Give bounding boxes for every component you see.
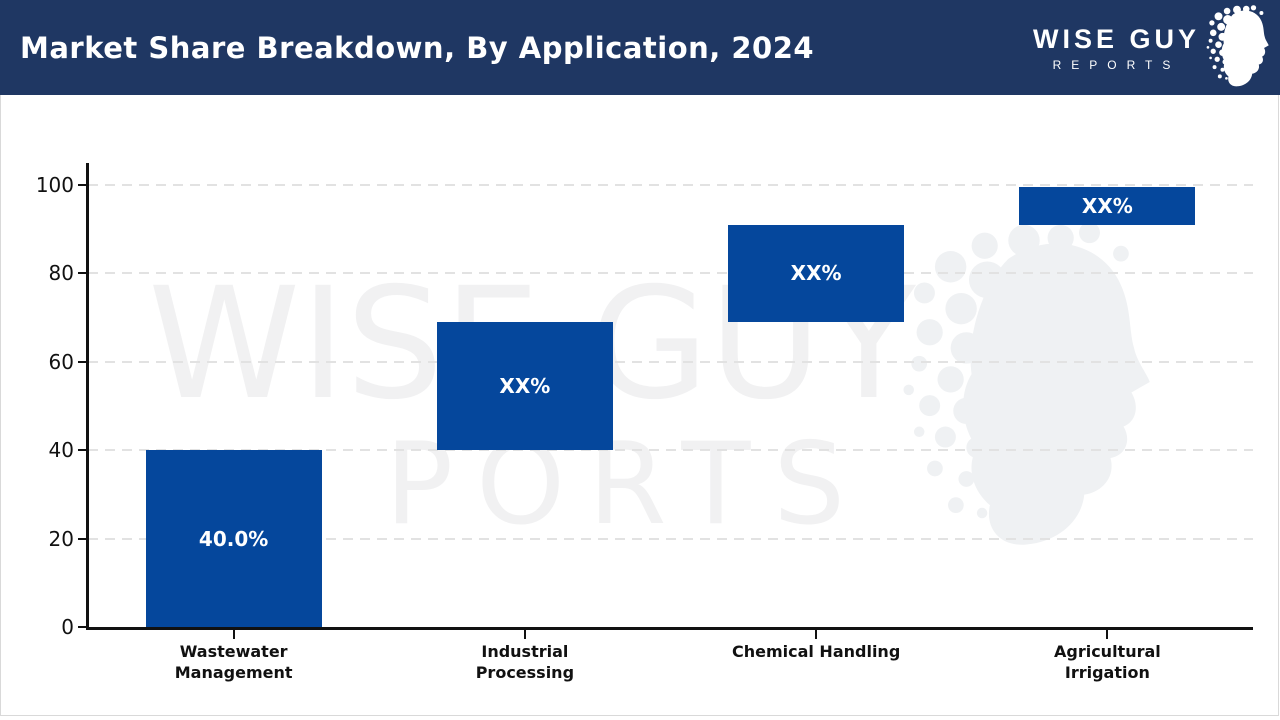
x-tick — [815, 630, 818, 639]
x-category-label-line: Management — [174, 663, 293, 682]
y-tick — [78, 184, 88, 187]
x-category-label-line: Agricultural — [1053, 642, 1161, 661]
x-tick — [523, 630, 526, 639]
y-tick-label: 0 — [61, 615, 74, 639]
y-tick-label: 100 — [35, 173, 74, 198]
y-gridline — [88, 184, 1253, 187]
logo-wordmark-line1: WISE GUY — [1032, 24, 1200, 54]
x-category-label: Industrial Processing — [395, 641, 655, 683]
bar-value-label: XX% — [499, 374, 551, 399]
x-category-label-line: Chemical Handling — [731, 642, 901, 661]
x-axis-line — [88, 627, 1253, 630]
y-axis-line — [86, 163, 89, 630]
y-tick — [78, 272, 88, 275]
y-tick-label: 80 — [48, 261, 74, 286]
x-category-label: Wastewater Management — [104, 641, 364, 683]
y-tick-label: 60 — [48, 349, 74, 374]
bar-value-label: XX% — [1081, 194, 1133, 219]
x-category-label-line: Wastewater — [179, 642, 288, 661]
y-tick — [78, 537, 88, 540]
x-category-label: Chemical Handling — [686, 641, 946, 662]
y-gridline — [88, 449, 1253, 452]
x-tick — [1106, 630, 1109, 639]
y-tick — [78, 360, 88, 363]
y-tick-label: 20 — [48, 526, 74, 551]
logo-wordmark: WISE GUY REPORTS — [1033, 24, 1200, 72]
bar-segment: XX% — [436, 322, 613, 451]
bar-segment: XX% — [1019, 187, 1196, 225]
bar-value-label: XX% — [790, 261, 842, 286]
x-category-label-line: Processing — [475, 663, 575, 682]
wiseguy-logo: WISE GUY REPORTS — [1022, 0, 1272, 95]
y-tick-label: 40 — [48, 438, 74, 463]
y-gridline — [88, 360, 1253, 363]
x-tick — [232, 630, 235, 639]
bar-value-label: 40.0% — [198, 526, 269, 551]
y-tick — [78, 626, 88, 628]
y-gridline — [88, 272, 1253, 275]
x-category-label: Agricultural Irrigation — [977, 641, 1237, 683]
logo-reports-text: REPORTS — [1052, 58, 1181, 72]
y-gridline — [88, 537, 1253, 540]
y-tick — [78, 449, 88, 452]
x-category-label-line: Industrial — [481, 642, 569, 661]
bar-segment: 40.0% — [145, 450, 322, 627]
bar-segment: XX% — [728, 224, 905, 323]
app-header: Market Share Breakdown, By Application, … — [0, 0, 1280, 95]
x-category-label-line: Irrigation — [1064, 663, 1150, 682]
page-title: Market Share Breakdown, By Application, … — [20, 30, 815, 65]
